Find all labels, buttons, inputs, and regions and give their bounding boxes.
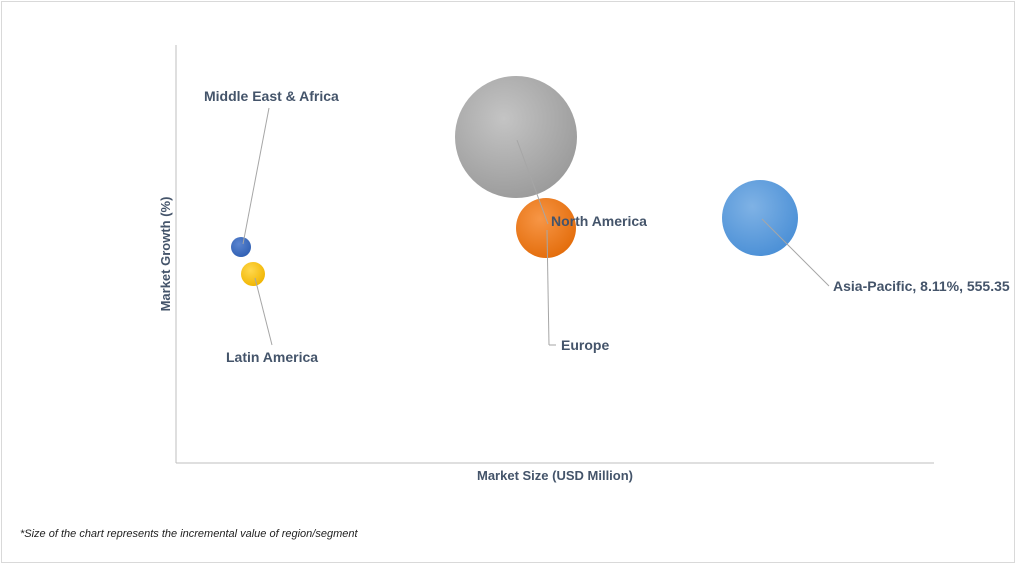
chart-footnote: *Size of the chart represents the increm… (20, 528, 358, 540)
leader-middle-east-africa (242, 107, 270, 245)
bubble-middle-east-africa (231, 237, 251, 257)
bubble-asia-pacific (722, 180, 798, 256)
y-axis-title: Market Growth (%) (158, 197, 173, 312)
leader-europe-lower (546, 229, 550, 346)
bubble-latin-america (241, 262, 265, 286)
bubble-north-america (516, 198, 576, 258)
label-north-america: North America (551, 213, 647, 229)
bubble-layer (231, 76, 798, 286)
label-middle-east-africa: Middle East & Africa (204, 88, 339, 104)
leader-europe (516, 139, 549, 225)
label-europe: Europe (561, 337, 609, 353)
label-latin-america: Latin America (226, 349, 318, 365)
leader-lines (242, 107, 830, 346)
bubble-europe (455, 76, 577, 198)
x-axis-title: Market Size (USD Million) (477, 468, 633, 483)
label-asia-pacific: Asia-Pacific, 8.11%, 555.35 (833, 278, 1010, 294)
leader-latin-america (254, 277, 273, 346)
leader-asia-pacific (761, 218, 830, 287)
